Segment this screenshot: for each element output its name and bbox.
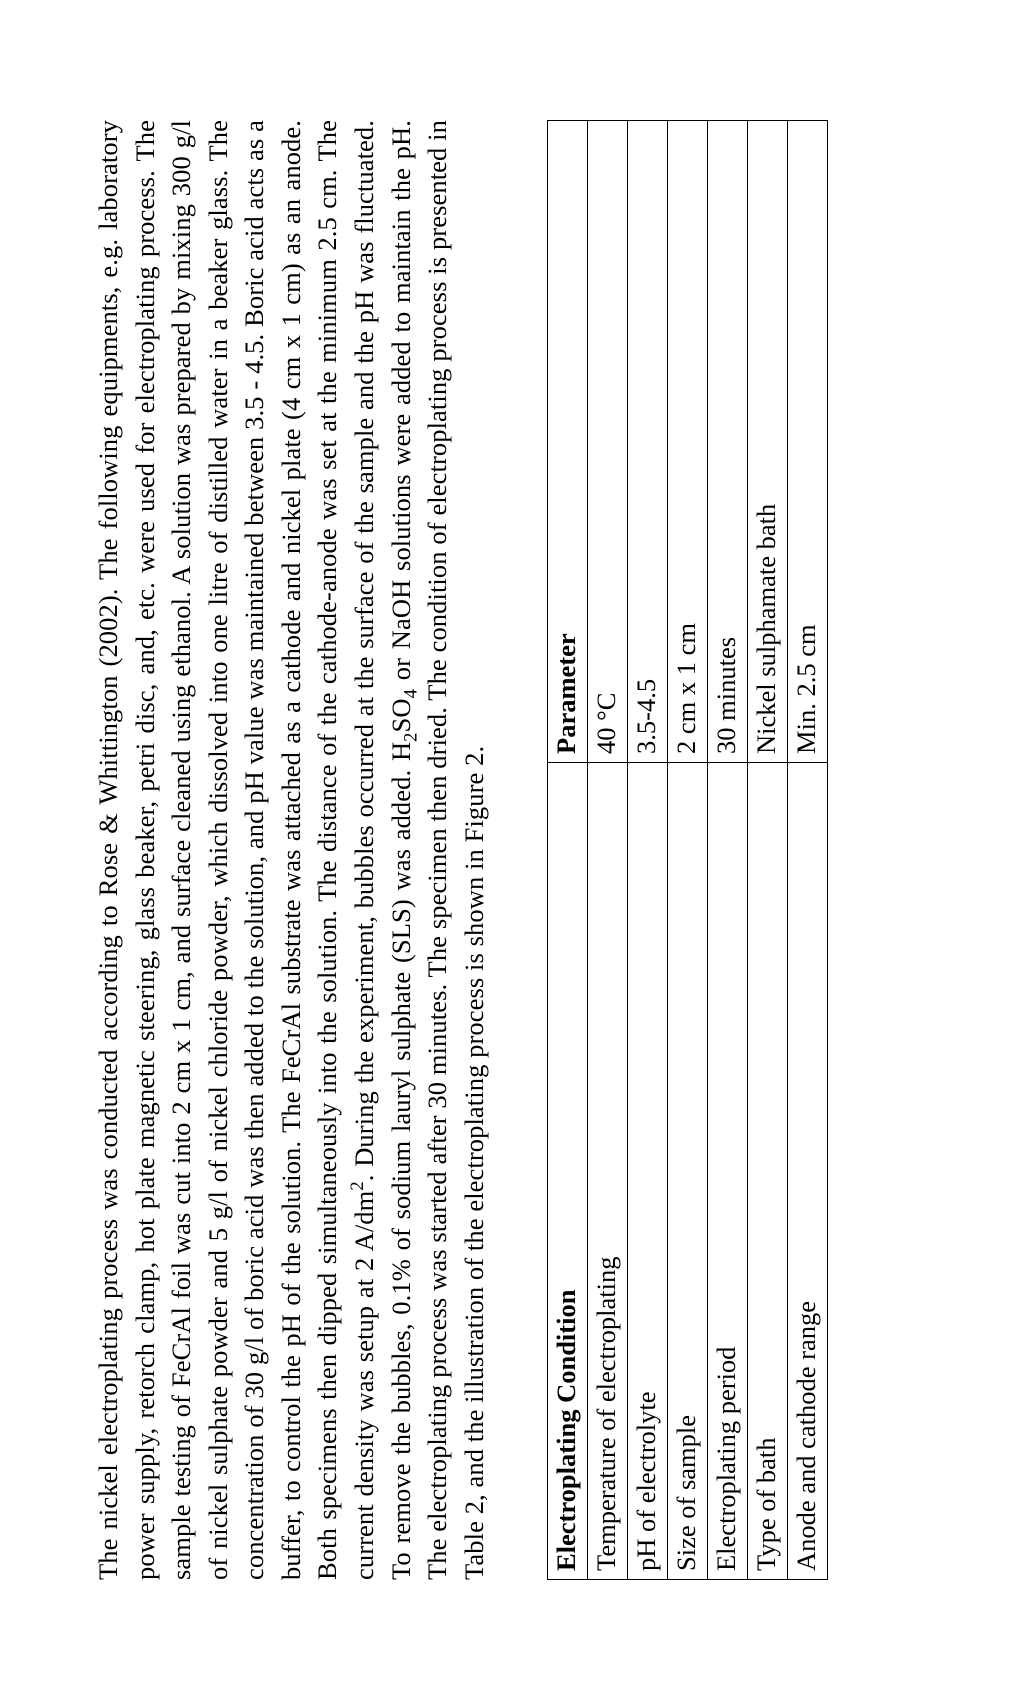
cell-condition: Temperature of electroplating xyxy=(588,762,628,1579)
table-row: Anode and cathode range Min. 2.5 cm xyxy=(788,121,828,1580)
table-body: Temperature of electroplating 40 °C pH o… xyxy=(588,121,828,1580)
table-row: Type of bath Nickel sulphamate bath xyxy=(748,121,788,1580)
cell-parameter: 40 °C xyxy=(588,121,628,763)
cell-condition: Size of sample xyxy=(668,762,708,1579)
table-row: pH of electrolyte 3.5-4.5 xyxy=(628,121,668,1580)
table-header-parameter: Parameter xyxy=(548,121,588,763)
table-header-row: Electroplating Condition Parameter xyxy=(548,121,588,1580)
cell-parameter: Min. 2.5 cm xyxy=(788,121,828,763)
body-paragraph: The nickel electroplating process was co… xyxy=(90,120,492,1580)
cell-parameter: 2 cm x 1 cm xyxy=(668,121,708,763)
cell-condition: pH of electrolyte xyxy=(628,762,668,1579)
page-container: The nickel electroplating process was co… xyxy=(0,0,1024,1700)
cell-condition: Type of bath xyxy=(748,762,788,1579)
conditions-table: Electroplating Condition Parameter Tempe… xyxy=(547,120,828,1580)
cell-parameter: 30 minutes xyxy=(708,121,748,763)
cell-condition: Electroplating period xyxy=(708,762,748,1579)
table-header-condition: Electroplating Condition xyxy=(548,762,588,1579)
table-row: Size of sample 2 cm x 1 cm xyxy=(668,121,708,1580)
table-row: Electroplating period 30 minutes xyxy=(708,121,748,1580)
cell-parameter: Nickel sulphamate bath xyxy=(748,121,788,763)
table-row: Temperature of electroplating 40 °C xyxy=(588,121,628,1580)
cell-condition: Anode and cathode range xyxy=(788,762,828,1579)
cell-parameter: 3.5-4.5 xyxy=(628,121,668,763)
page-content-rotated: The nickel electroplating process was co… xyxy=(0,0,1024,1700)
